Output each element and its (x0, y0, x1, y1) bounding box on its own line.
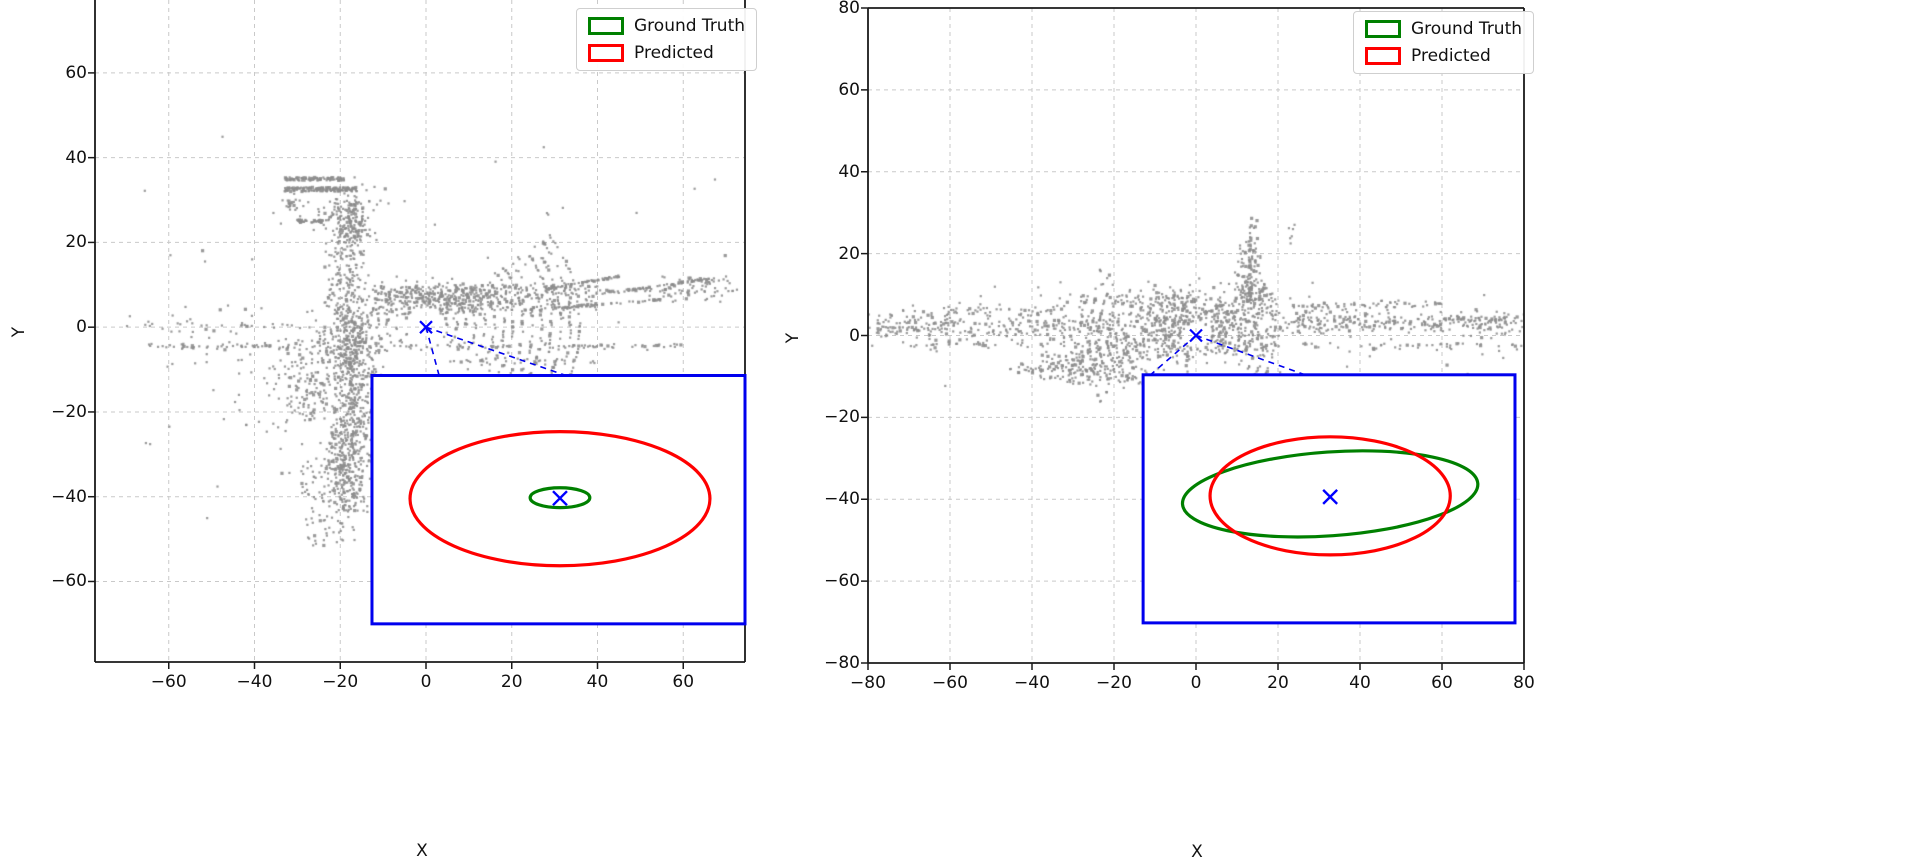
legend-item-predicted: Predicted (1365, 46, 1522, 66)
ground-truth-swatch-icon (588, 17, 624, 35)
x-axis-label-right: X (1191, 842, 1203, 862)
predicted-swatch-icon (1365, 47, 1401, 65)
legend-left: Ground Truth Predicted (576, 8, 758, 71)
legend-item-ground-truth: Ground Truth (588, 16, 745, 36)
legend-label-predicted: Predicted (1411, 46, 1491, 66)
x-axis-label-left: X (416, 841, 428, 861)
predicted-swatch-icon (588, 44, 624, 62)
legend-item-ground-truth: Ground Truth (1365, 19, 1522, 39)
legend-label-ground-truth: Ground Truth (634, 16, 746, 36)
legend-item-predicted: Predicted (588, 43, 745, 63)
legend-right: Ground Truth Predicted (1353, 11, 1535, 74)
legend-label-predicted: Predicted (634, 43, 714, 63)
ground-truth-swatch-icon (1365, 20, 1401, 38)
legend-label-ground-truth: Ground Truth (1411, 19, 1523, 39)
y-axis-label-right: Y (783, 332, 804, 344)
y-axis-label-left: Y (9, 326, 30, 338)
